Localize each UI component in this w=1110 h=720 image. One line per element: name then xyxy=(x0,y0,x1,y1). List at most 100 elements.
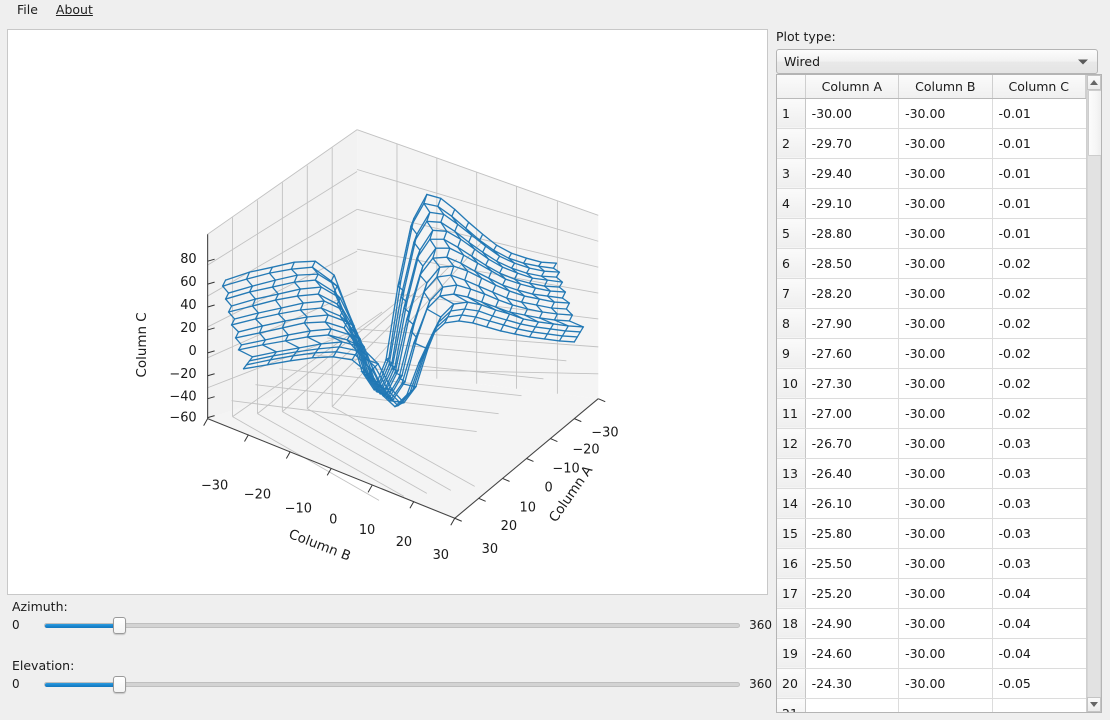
row-number-cell[interactable]: 14 xyxy=(777,488,806,519)
table-header-column-c[interactable]: Column C xyxy=(992,75,1086,99)
row-number-cell[interactable]: 4 xyxy=(777,188,806,219)
cell-column-c[interactable]: -0.01 xyxy=(992,188,1086,219)
table-vertical-scrollbar[interactable] xyxy=(1086,75,1101,712)
menu-item-about[interactable]: About xyxy=(47,1,102,20)
cell-column-c[interactable]: -0.04 xyxy=(992,638,1086,669)
cell-column-b[interactable]: -30.00 xyxy=(898,668,993,699)
row-number-cell[interactable]: 10 xyxy=(777,368,806,399)
cell-column-c[interactable]: -0.02 xyxy=(992,338,1086,369)
cell-column-b[interactable]: -30.00 xyxy=(898,548,993,579)
cell-column-c[interactable]: -0.01 xyxy=(992,128,1086,159)
row-number-cell[interactable]: 6 xyxy=(777,248,806,279)
elevation-slider[interactable] xyxy=(44,675,740,693)
cell-column-b[interactable]: -30.00 xyxy=(898,458,993,489)
row-number-cell[interactable]: 21 xyxy=(777,698,806,712)
table-row[interactable]: 18 -24.90 -30.00 -0.04 xyxy=(777,608,1086,639)
azimuth-handle[interactable] xyxy=(113,617,126,634)
row-number-cell[interactable]: 19 xyxy=(777,638,806,669)
cell-column-c[interactable]: -0.02 xyxy=(992,368,1086,399)
cell-column-c[interactable]: -0.04 xyxy=(992,608,1086,639)
cell-column-a[interactable]: -27.60 xyxy=(805,338,900,369)
cell-column-c[interactable]: -0.02 xyxy=(992,398,1086,429)
cell-column-b[interactable]: -30.00 xyxy=(898,308,993,339)
scroll-up-button[interactable] xyxy=(1087,75,1101,90)
cell-column-b[interactable]: -30.00 xyxy=(898,158,993,189)
cell-column-a[interactable]: -25.50 xyxy=(805,548,900,579)
cell-column-c[interactable]: -0.01 xyxy=(992,158,1086,189)
cell-column-a[interactable]: -24.60 xyxy=(805,638,900,669)
row-number-cell[interactable]: 2 xyxy=(777,128,806,159)
scroll-down-button[interactable] xyxy=(1087,697,1101,712)
row-number-cell[interactable]: 20 xyxy=(777,668,806,699)
table-row[interactable]: 2 -29.70 -30.00 -0.01 xyxy=(777,128,1086,159)
cell-column-b[interactable]: -30.00 xyxy=(898,518,993,549)
table-row[interactable]: 14 -26.10 -30.00 -0.03 xyxy=(777,488,1086,519)
cell-column-a[interactable]: -26.70 xyxy=(805,428,900,459)
cell-column-c[interactable]: -0.03 xyxy=(992,488,1086,519)
row-number-cell[interactable]: 1 xyxy=(777,98,806,129)
table-corner-header[interactable] xyxy=(777,75,806,99)
cell-column-c[interactable] xyxy=(992,698,1086,712)
row-number-cell[interactable]: 7 xyxy=(777,278,806,309)
cell-column-b[interactable]: -30.00 xyxy=(898,98,993,129)
scrollbar-track[interactable] xyxy=(1087,90,1101,697)
cell-column-a[interactable] xyxy=(805,698,900,712)
row-number-cell[interactable]: 13 xyxy=(777,458,806,489)
row-number-cell[interactable]: 15 xyxy=(777,518,806,549)
row-number-cell[interactable]: 5 xyxy=(777,218,806,249)
cell-column-a[interactable]: -25.20 xyxy=(805,578,900,609)
table-row[interactable]: 12 -26.70 -30.00 -0.03 xyxy=(777,428,1086,459)
plot-canvas[interactable]: 80 60 40 20 0 −20 −40 −60 Column C xyxy=(7,29,768,595)
table-row[interactable]: 21 xyxy=(777,698,1086,712)
cell-column-b[interactable]: -30.00 xyxy=(898,188,993,219)
table-row[interactable]: 5 -28.80 -30.00 -0.01 xyxy=(777,218,1086,249)
cell-column-b[interactable]: -30.00 xyxy=(898,248,993,279)
table-row[interactable]: 9 -27.60 -30.00 -0.02 xyxy=(777,338,1086,369)
table-header-column-a[interactable]: Column A xyxy=(805,75,900,99)
cell-column-a[interactable]: -27.30 xyxy=(805,368,900,399)
cell-column-b[interactable]: -30.00 xyxy=(898,218,993,249)
cell-column-b[interactable]: -30.00 xyxy=(898,608,993,639)
cell-column-b[interactable]: -30.00 xyxy=(898,578,993,609)
cell-column-a[interactable]: -29.40 xyxy=(805,158,900,189)
cell-column-c[interactable]: -0.02 xyxy=(992,278,1086,309)
cell-column-b[interactable]: -30.00 xyxy=(898,338,993,369)
plot-type-combobox[interactable]: Wired xyxy=(776,49,1098,74)
cell-column-b[interactable] xyxy=(898,698,993,712)
cell-column-a[interactable]: -30.00 xyxy=(805,98,900,129)
elevation-handle[interactable] xyxy=(113,676,126,693)
row-number-cell[interactable]: 11 xyxy=(777,398,806,429)
table-row[interactable]: 7 -28.20 -30.00 -0.02 xyxy=(777,278,1086,309)
cell-column-c[interactable]: -0.03 xyxy=(992,458,1086,489)
elevation-groove[interactable] xyxy=(44,682,740,687)
table-row[interactable]: 17 -25.20 -30.00 -0.04 xyxy=(777,578,1086,609)
cell-column-b[interactable]: -30.00 xyxy=(898,278,993,309)
row-number-cell[interactable]: 17 xyxy=(777,578,806,609)
table-row[interactable]: 19 -24.60 -30.00 -0.04 xyxy=(777,638,1086,669)
cell-column-c[interactable]: -0.01 xyxy=(992,98,1086,129)
table-row[interactable]: 15 -25.80 -30.00 -0.03 xyxy=(777,518,1086,549)
cell-column-a[interactable]: -29.10 xyxy=(805,188,900,219)
row-number-cell[interactable]: 12 xyxy=(777,428,806,459)
row-number-cell[interactable]: 8 xyxy=(777,308,806,339)
table-header-column-b[interactable]: Column B xyxy=(898,75,993,99)
azimuth-groove[interactable] xyxy=(44,623,740,628)
cell-column-a[interactable]: -24.30 xyxy=(805,668,900,699)
cell-column-c[interactable]: -0.02 xyxy=(992,308,1086,339)
row-number-cell[interactable]: 3 xyxy=(777,158,806,189)
table-row[interactable]: 6 -28.50 -30.00 -0.02 xyxy=(777,248,1086,279)
row-number-cell[interactable]: 16 xyxy=(777,548,806,579)
cell-column-a[interactable]: -26.10 xyxy=(805,488,900,519)
cell-column-a[interactable]: -24.90 xyxy=(805,608,900,639)
table-row[interactable]: 11 -27.00 -30.00 -0.02 xyxy=(777,398,1086,429)
azimuth-slider[interactable] xyxy=(44,616,740,634)
cell-column-a[interactable]: -27.90 xyxy=(805,308,900,339)
cell-column-b[interactable]: -30.00 xyxy=(898,368,993,399)
cell-column-c[interactable]: -0.03 xyxy=(992,518,1086,549)
cell-column-a[interactable]: -27.00 xyxy=(805,398,900,429)
cell-column-b[interactable]: -30.00 xyxy=(898,398,993,429)
scrollbar-thumb[interactable] xyxy=(1088,90,1101,156)
table-row[interactable]: 10 -27.30 -30.00 -0.02 xyxy=(777,368,1086,399)
cell-column-c[interactable]: -0.05 xyxy=(992,668,1086,699)
cell-column-c[interactable]: -0.03 xyxy=(992,428,1086,459)
